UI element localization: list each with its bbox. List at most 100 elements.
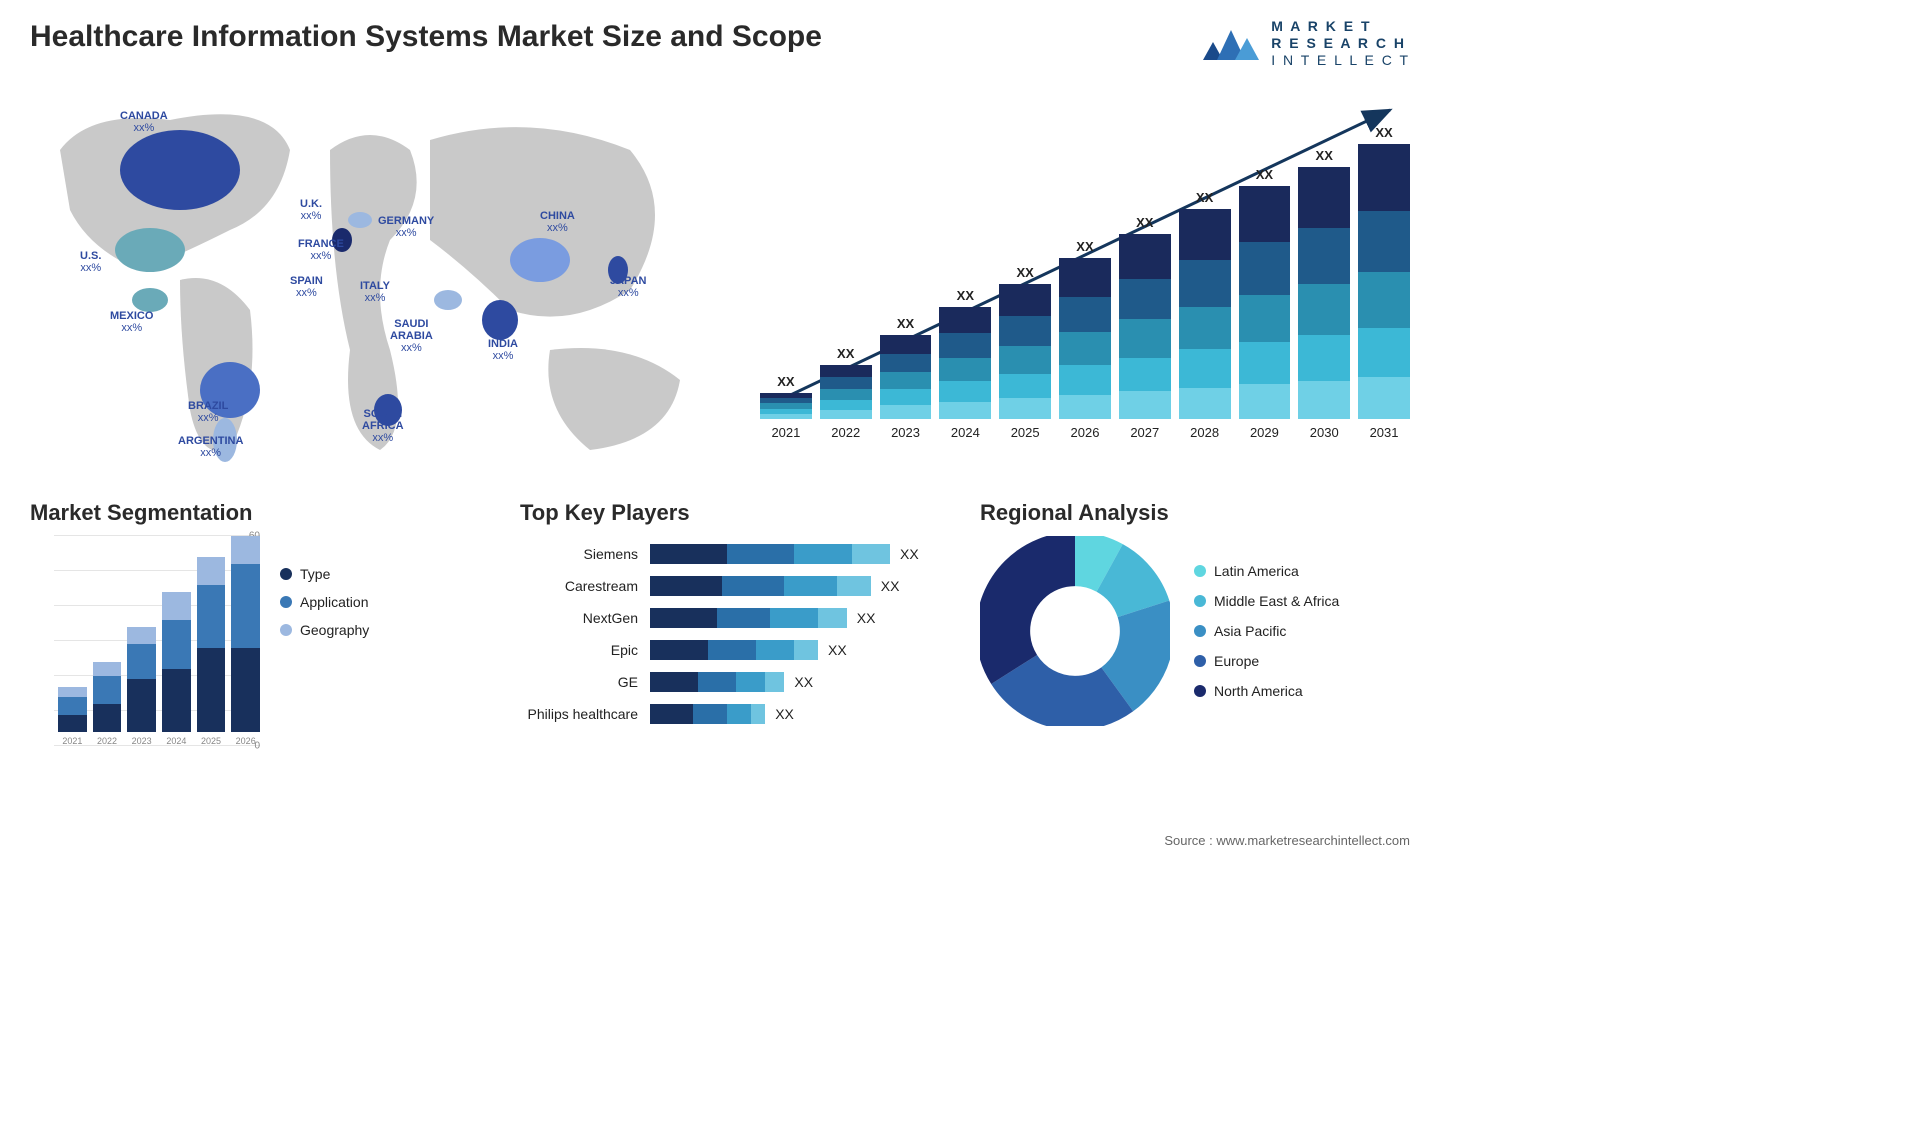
- growth-bar: XX 2021: [760, 374, 812, 440]
- keyplayer-label: NextGen: [520, 610, 650, 626]
- keyplayer-row: NextGen XX: [520, 608, 950, 628]
- growth-x-label: 2028: [1190, 425, 1219, 440]
- legend-item: North America: [1194, 683, 1339, 699]
- growth-x-label: 2025: [1011, 425, 1040, 440]
- growth-chart-panel: XX2021XX2022XX2023XX2024XX2025XX2026XX20…: [760, 90, 1410, 470]
- map-country-label: CHINAxx%: [540, 210, 575, 234]
- keyplayers-panel: Top Key Players SiemensXXCarestreamXXNex…: [520, 500, 950, 780]
- legend-item: Europe: [1194, 653, 1339, 669]
- logo: M A R K E T R E S E A R C H I N T E L L …: [1201, 18, 1410, 68]
- keyplayer-value: XX: [775, 706, 794, 722]
- growth-bar: XX2026: [1059, 239, 1111, 440]
- segmentation-chart: 0102030405060 202120222023202420252026: [30, 536, 260, 766]
- growth-bar: XX 2030: [1298, 148, 1350, 440]
- growth-bar: XX 2024: [939, 288, 991, 440]
- seg-x-label: 2026: [236, 736, 256, 746]
- growth-bar-value: XX: [777, 374, 794, 389]
- seg-x-label: 2025: [201, 736, 221, 746]
- map-country-label: U.S.xx%: [80, 250, 101, 274]
- segmentation-panel: Market Segmentation 0102030405060 202120…: [30, 500, 460, 780]
- map-country-label: SOUTHAFRICAxx%: [362, 408, 404, 444]
- seg-x-label: 2023: [132, 736, 152, 746]
- growth-chart: XX2021XX2022XX2023XX2024XX2025XX2026XX20…: [760, 90, 1410, 470]
- growth-bar: XX 2023: [880, 316, 932, 440]
- seg-x-label: 2024: [166, 736, 186, 746]
- seg-bar: 2022: [93, 662, 122, 746]
- map-country-label: GERMANYxx%: [378, 215, 434, 239]
- growth-x-label: 2023: [891, 425, 920, 440]
- world-map: CANADAxx% U.S.xx% MEXICOxx% BRAZILxx% ARGENT…: [30, 90, 710, 470]
- legend-item: Geography: [280, 622, 369, 638]
- page-title: Healthcare Information Systems Market Si…: [30, 20, 822, 54]
- segmentation-title: Market Segmentation: [30, 500, 460, 526]
- map-country-label: CANADAxx%: [120, 110, 168, 134]
- growth-x-label: 2021: [771, 425, 800, 440]
- seg-bar: 2023: [127, 627, 156, 746]
- regional-panel: Regional Analysis Latin America Middle Ea…: [980, 500, 1410, 780]
- growth-bar: XX 2029: [1239, 167, 1291, 440]
- map-country-label: MEXICOxx%: [110, 310, 153, 334]
- growth-x-label: 2031: [1370, 425, 1399, 440]
- growth-bar-value: XX: [1256, 167, 1273, 182]
- keyplayer-row: Philips healthcare XX: [520, 704, 950, 724]
- seg-bar: 2024: [162, 592, 191, 746]
- map-country-label: INDIAxx%: [488, 338, 518, 362]
- legend-item: Type: [280, 566, 369, 582]
- keyplayer-value: XX: [881, 578, 900, 594]
- keyplayer-value: XX: [828, 642, 847, 658]
- map-country-label: ITALYxx%: [360, 280, 390, 304]
- map-country-label: SAUDIARABIAxx%: [390, 318, 433, 354]
- seg-bar: 2026: [231, 536, 260, 746]
- growth-x-label: 2022: [831, 425, 860, 440]
- growth-bar: XX2028: [1179, 190, 1231, 440]
- keyplayers-chart: SiemensXX Carestream XX NextGen XX Epic XX GE XX…: [520, 536, 950, 724]
- regional-donut: [980, 536, 1170, 726]
- growth-x-label: 2026: [1071, 425, 1100, 440]
- growth-x-label: 2029: [1250, 425, 1279, 440]
- regional-title: Regional Analysis: [980, 500, 1410, 526]
- logo-line1: M A R K E T: [1271, 18, 1410, 35]
- growth-bar-value: XX: [1375, 125, 1392, 140]
- keyplayer-row: Epic XX: [520, 640, 950, 660]
- growth-bar-value: XX: [957, 288, 974, 303]
- keyplayer-row: SiemensXX: [520, 544, 950, 564]
- map-country-label: JAPANxx%: [610, 275, 646, 299]
- keyplayer-label: Epic: [520, 642, 650, 658]
- keyplayer-value: XX: [857, 610, 876, 626]
- logo-line2: R E S E A R C H: [1271, 35, 1410, 52]
- map-country-label: FRANCExx%: [298, 238, 344, 262]
- keyplayer-value: XX: [794, 674, 813, 690]
- map-country-label: BRAZILxx%: [188, 400, 228, 424]
- legend-item: Middle East & Africa: [1194, 593, 1339, 609]
- source-label: Source : www.marketresearchintellect.com: [1164, 833, 1410, 848]
- growth-bar: XX 2031: [1358, 125, 1410, 440]
- map-country-label: SPAINxx%: [290, 275, 323, 299]
- growth-x-label: 2027: [1130, 425, 1159, 440]
- keyplayer-label: GE: [520, 674, 650, 690]
- growth-bar: XX 2027: [1119, 215, 1171, 441]
- logo-line3: I N T E L L E C T: [1271, 52, 1410, 69]
- logo-icon: [1201, 20, 1261, 66]
- seg-bar: 2025: [197, 557, 226, 746]
- growth-bar-value: XX: [1136, 215, 1153, 230]
- growth-bar-value: XX: [837, 346, 854, 361]
- growth-bar: XX 2022: [820, 346, 872, 440]
- keyplayer-row: GE XX: [520, 672, 950, 692]
- legend-item: Asia Pacific: [1194, 623, 1339, 639]
- segmentation-legend: TypeApplicationGeography: [280, 536, 369, 766]
- growth-x-label: 2024: [951, 425, 980, 440]
- keyplayer-label: Carestream: [520, 578, 650, 594]
- keyplayer-row: Carestream XX: [520, 576, 950, 596]
- keyplayer-value: XX: [900, 546, 919, 562]
- growth-bar-value: XX: [897, 316, 914, 331]
- seg-x-label: 2021: [62, 736, 82, 746]
- seg-x-label: 2022: [97, 736, 117, 746]
- growth-x-label: 2030: [1310, 425, 1339, 440]
- growth-bar-value: XX: [1016, 265, 1033, 280]
- legend-item: Latin America: [1194, 563, 1339, 579]
- keyplayer-label: Philips healthcare: [520, 706, 650, 722]
- growth-bar-value: XX: [1316, 148, 1333, 163]
- regional-legend: Latin America Middle East & Africa Asia Pa…: [1194, 563, 1339, 699]
- map-country-label: ARGENTINAxx%: [178, 435, 243, 459]
- seg-bar: 2021: [58, 687, 87, 747]
